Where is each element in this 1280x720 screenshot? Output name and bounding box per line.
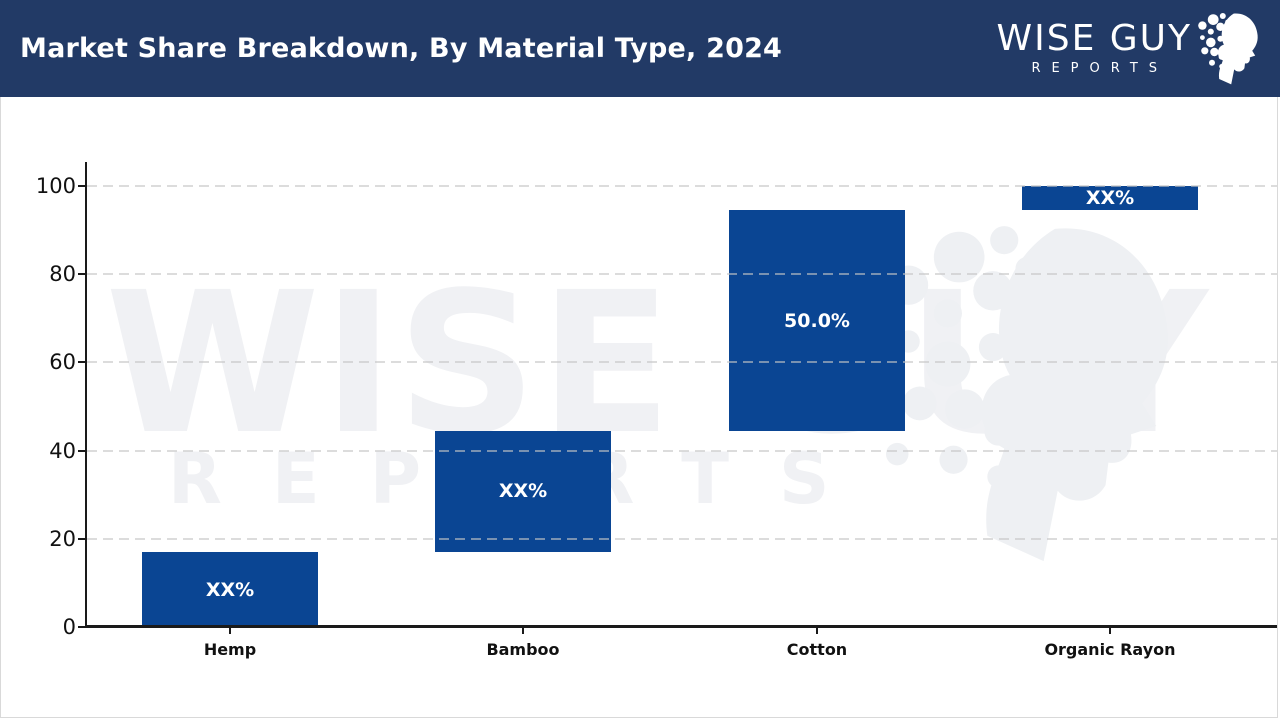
bar-organic-rayon: XX% <box>1022 186 1198 211</box>
x-tick-mark <box>816 628 818 634</box>
y-tick-mark <box>78 537 85 540</box>
y-tick-label: 0 <box>62 615 76 639</box>
y-tick-mark <box>78 361 85 364</box>
brand-logo: WISE GUY REPORTS <box>997 0 1267 97</box>
bar-value-label: XX% <box>1085 187 1135 210</box>
bar-cotton: 50.0% <box>729 210 905 431</box>
y-tick-label: 80 <box>49 262 76 287</box>
bar-value-label: 50.0% <box>784 309 850 332</box>
page-title: Market Share Breakdown, By Material Type… <box>20 33 783 64</box>
x-category-label-cotton: Cotton <box>786 640 848 659</box>
watermark-head-icon <box>885 226 1168 562</box>
x-category-label-hemp: Hemp <box>203 640 257 659</box>
bar-hemp: XX% <box>142 552 318 627</box>
y-tick-label: 40 <box>49 438 76 463</box>
y-tick-mark <box>78 626 85 628</box>
brand-name: WISE GUY <box>996 18 1192 59</box>
y-tick-mark <box>78 273 85 276</box>
header: Market Share Breakdown, By Material Type… <box>0 0 1280 97</box>
x-tick-mark <box>1109 628 1111 634</box>
x-axis-line <box>85 625 1277 628</box>
y-tick-mark <box>78 449 85 452</box>
gridline-60 <box>87 361 1277 364</box>
x-category-label-organic-rayon: Organic Rayon <box>1044 640 1176 659</box>
gridline-100 <box>87 185 1277 187</box>
y-tick-label: 20 <box>49 526 76 551</box>
head-silhouette-icon <box>1198 12 1258 84</box>
x-tick-mark <box>522 628 524 634</box>
y-axis-line <box>85 162 87 627</box>
brand-logo-text: WISE GUY REPORTS <box>996 18 1193 77</box>
x-category-label-bamboo: Bamboo <box>486 640 560 659</box>
x-tick-mark <box>229 628 231 634</box>
bar-value-label: XX% <box>205 578 255 601</box>
bar-value-label: XX% <box>498 480 548 503</box>
gridline-40 <box>87 449 1277 452</box>
brand-subtitle: REPORTS <box>1031 61 1169 76</box>
y-tick-label: 100 <box>35 174 76 198</box>
gridline-20 <box>87 537 1277 540</box>
y-tick-mark <box>78 185 85 187</box>
y-tick-label: 60 <box>49 350 76 375</box>
gridline-80 <box>87 273 1277 276</box>
